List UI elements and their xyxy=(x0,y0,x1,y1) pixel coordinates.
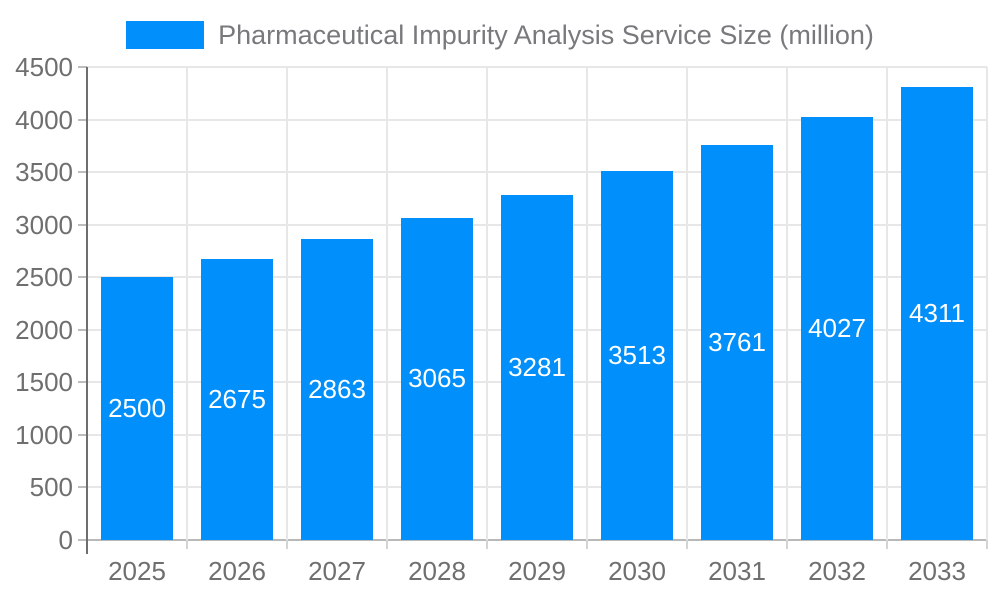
x-axis-tick xyxy=(886,540,888,549)
y-axis-label: 3000 xyxy=(15,209,73,240)
bar-value-label: 2675 xyxy=(208,383,266,414)
x-axis-tick xyxy=(586,540,588,549)
x-axis-label: 2032 xyxy=(808,556,866,586)
gridline-horizontal xyxy=(87,66,987,68)
bar-value-label: 3065 xyxy=(408,363,466,394)
x-axis-tick xyxy=(486,540,488,549)
bar-value-label: 4027 xyxy=(808,312,866,343)
y-axis-tick xyxy=(78,539,87,541)
y-axis-tick xyxy=(78,328,87,331)
y-axis-tick xyxy=(78,171,87,174)
gridline-horizontal xyxy=(87,539,987,541)
y-axis-label: 2000 xyxy=(15,314,73,345)
y-axis-tick xyxy=(78,276,87,279)
y-axis-label: 1000 xyxy=(15,419,73,450)
bar[interactable]: 4311 xyxy=(901,86,973,540)
gridline-vertical xyxy=(786,67,788,540)
bar[interactable]: 3065 xyxy=(401,217,473,540)
x-axis-label: 2029 xyxy=(508,556,566,586)
x-axis-tick xyxy=(286,540,288,549)
gridline-vertical xyxy=(586,67,588,540)
x-axis-tick xyxy=(186,540,188,549)
x-axis-label: 2033 xyxy=(908,556,966,586)
gridline-horizontal xyxy=(87,118,987,121)
bar[interactable]: 4027 xyxy=(801,116,873,540)
gridline-vertical xyxy=(386,67,388,540)
gridline-vertical xyxy=(686,67,688,540)
legend-swatch-icon xyxy=(126,21,205,49)
y-axis-label: 4000 xyxy=(15,104,73,135)
bar[interactable]: 2863 xyxy=(301,239,373,540)
gridline-vertical xyxy=(886,67,888,540)
bar[interactable]: 2500 xyxy=(101,277,173,540)
bar-value-label: 3513 xyxy=(608,339,666,370)
x-axis-label: 2027 xyxy=(308,556,366,586)
y-axis-line xyxy=(86,67,88,554)
x-axis-tick xyxy=(786,540,788,549)
legend[interactable]: Pharmaceutical Impurity Analysis Service… xyxy=(0,20,1000,50)
bar-value-label: 4311 xyxy=(909,297,965,328)
bar-value-label: 2863 xyxy=(308,374,366,405)
x-axis-label: 2031 xyxy=(708,556,766,586)
y-axis-label: 1500 xyxy=(15,367,73,398)
y-axis-label: 0 xyxy=(58,525,73,555)
y-axis-label: 4500 xyxy=(15,52,73,82)
y-axis-tick xyxy=(78,381,87,384)
y-axis-label: 3500 xyxy=(15,157,73,188)
bar[interactable]: 3281 xyxy=(501,195,573,540)
bar[interactable]: 2675 xyxy=(201,258,273,540)
x-axis-label: 2030 xyxy=(608,556,666,586)
bar-value-label: 3761 xyxy=(708,326,766,357)
y-axis-label: 2500 xyxy=(15,262,73,293)
x-axis-label: 2025 xyxy=(108,556,166,586)
gridline-vertical xyxy=(986,67,988,540)
bar[interactable]: 3761 xyxy=(701,144,773,540)
legend-label: Pharmaceutical Impurity Analysis Service… xyxy=(218,19,874,50)
x-axis-label: 2026 xyxy=(208,556,266,586)
bar-value-label: 2500 xyxy=(108,393,166,424)
gridline-vertical xyxy=(286,67,288,540)
y-axis-label: 500 xyxy=(29,472,73,503)
x-axis-label: 2028 xyxy=(408,556,466,586)
y-axis-tick xyxy=(78,433,87,436)
x-axis-tick xyxy=(986,540,988,549)
gridline-vertical xyxy=(186,67,188,540)
x-axis-tick xyxy=(386,540,388,549)
bar[interactable]: 3513 xyxy=(601,170,673,540)
y-axis-tick xyxy=(78,66,87,68)
y-axis-tick xyxy=(78,486,87,489)
y-axis-tick xyxy=(78,223,87,226)
bar-value-label: 3281 xyxy=(508,352,566,383)
gridline-vertical xyxy=(486,67,488,540)
x-axis-tick xyxy=(686,540,688,549)
gridline-horizontal xyxy=(87,171,987,174)
y-axis-tick xyxy=(78,118,87,121)
